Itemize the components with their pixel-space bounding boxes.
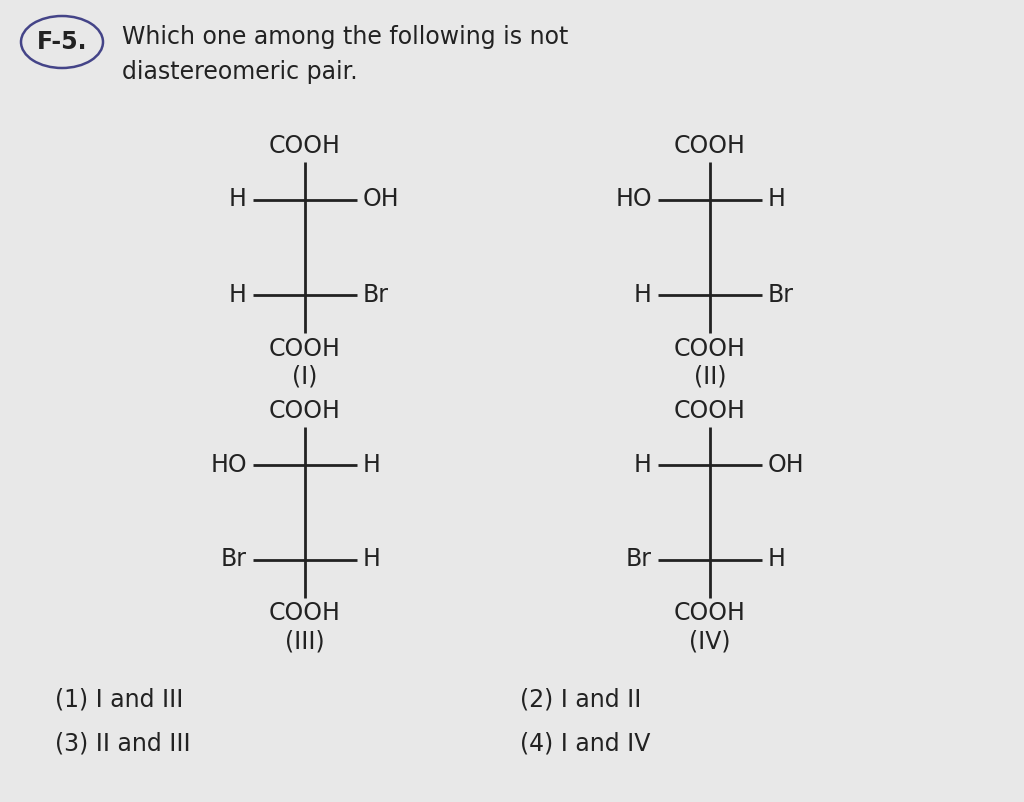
Text: F-5.: F-5. xyxy=(37,30,87,54)
Text: (I): (I) xyxy=(292,364,317,388)
Text: COOH: COOH xyxy=(269,399,341,423)
Text: (3) II and III: (3) II and III xyxy=(55,732,190,756)
Text: Br: Br xyxy=(221,548,247,572)
Text: (1) I and III: (1) I and III xyxy=(55,688,183,712)
Text: OH: OH xyxy=(362,188,399,212)
Text: (III): (III) xyxy=(286,630,325,654)
Text: H: H xyxy=(362,452,381,476)
Text: H: H xyxy=(768,548,785,572)
Text: COOH: COOH xyxy=(674,399,745,423)
Text: HO: HO xyxy=(615,188,652,212)
Text: Br: Br xyxy=(626,548,652,572)
Text: (4) I and IV: (4) I and IV xyxy=(520,732,650,756)
Text: HO: HO xyxy=(210,452,247,476)
Text: COOH: COOH xyxy=(674,602,745,626)
Text: (II): (II) xyxy=(693,364,726,388)
Text: H: H xyxy=(634,282,652,306)
Text: COOH: COOH xyxy=(269,133,341,157)
Text: H: H xyxy=(768,188,785,212)
Text: H: H xyxy=(229,188,247,212)
Text: (2) I and II: (2) I and II xyxy=(520,688,641,712)
Text: diastereomeric pair.: diastereomeric pair. xyxy=(122,60,357,84)
Text: (IV): (IV) xyxy=(689,630,731,654)
Text: Br: Br xyxy=(768,282,794,306)
Text: H: H xyxy=(229,282,247,306)
Text: COOH: COOH xyxy=(269,602,341,626)
Text: COOH: COOH xyxy=(674,337,745,361)
Text: COOH: COOH xyxy=(674,133,745,157)
Text: Br: Br xyxy=(362,282,389,306)
Text: H: H xyxy=(362,548,381,572)
Text: Which one among the following is not: Which one among the following is not xyxy=(122,25,568,49)
Text: H: H xyxy=(634,452,652,476)
Text: COOH: COOH xyxy=(269,337,341,361)
Text: OH: OH xyxy=(768,452,805,476)
